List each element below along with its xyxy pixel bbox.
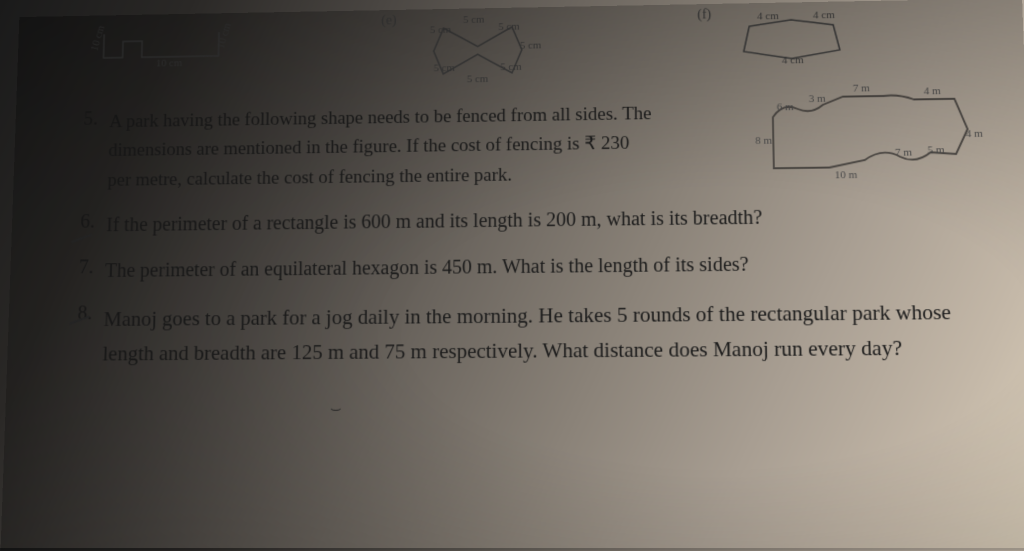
figure-d: 10 cm 10 cm 10 cm xyxy=(74,22,248,77)
figure-e-label-top: 5 cm xyxy=(463,14,484,26)
park-label-4: 4 m xyxy=(924,85,941,97)
park-figure: 6 m 3 m 7 m 4 m 8 m 7 m 5 m 4 m 10 m xyxy=(752,75,988,186)
question-5-text: A park having the following shape needs … xyxy=(107,100,657,196)
park-label-6: 7 m xyxy=(895,147,912,159)
pencil-paren: ⌣ xyxy=(330,399,342,420)
figure-f: (f) 4 cm 4 cm 4 cm xyxy=(721,11,862,72)
figure-d-label-bottom: 10 cm xyxy=(156,57,182,69)
park-label-7: 5 m xyxy=(927,144,944,156)
question-5-number: 5. xyxy=(73,108,99,130)
figure-e-label-l: 5 cm xyxy=(430,24,451,36)
park-label-3: 7 m xyxy=(853,83,870,95)
figure-e-label-b: 5 cm xyxy=(467,73,488,85)
figure-e-label-tr: 5 cm xyxy=(498,21,519,33)
question-6: 6. If the perimeter of a rectangle is 60… xyxy=(69,200,989,241)
park-label-9: 10 m xyxy=(835,169,858,181)
park-label-5: 8 m xyxy=(755,135,772,147)
park-label-1: 6 m xyxy=(777,101,794,113)
question-6-number: 6. xyxy=(69,211,95,234)
page: 10 cm 10 cm 10 cm (e) 5 cm 5 cm 5 cm 5 c… xyxy=(1,0,1024,551)
figure-e: (e) 5 cm 5 cm 5 cm 5 cm 5 cm 5 cm 5 cm xyxy=(404,16,561,86)
question-6-text: If the perimeter of a rectangle is 600 m… xyxy=(106,200,989,241)
park-label-8: 4 m xyxy=(965,128,983,140)
figure-f-letter: (f) xyxy=(697,8,711,24)
question-7-number: 7. xyxy=(68,257,94,280)
figure-f-label-1: 4 cm xyxy=(757,10,779,22)
figure-e-label-r: 5 cm xyxy=(520,40,541,52)
question-7: 7. The perimeter of an equilateral hexag… xyxy=(68,247,991,287)
park-label-2: 3 m xyxy=(809,93,826,105)
figure-f-label-2: 4 cm xyxy=(813,9,835,21)
figure-e-label-bl: 5 cm xyxy=(434,62,455,74)
figure-f-label-3: 4 cm xyxy=(782,54,804,66)
question-8-text: Manoj goes to a park for a jog daily in … xyxy=(102,295,994,371)
question-7-text: The perimeter of an equilateral hexagon … xyxy=(105,247,991,287)
figure-e-letter: (e) xyxy=(381,14,396,29)
question-8: 8. Manoj goes to a park for a jog daily … xyxy=(65,295,994,371)
figure-e-label-br: 5 cm xyxy=(500,61,521,73)
